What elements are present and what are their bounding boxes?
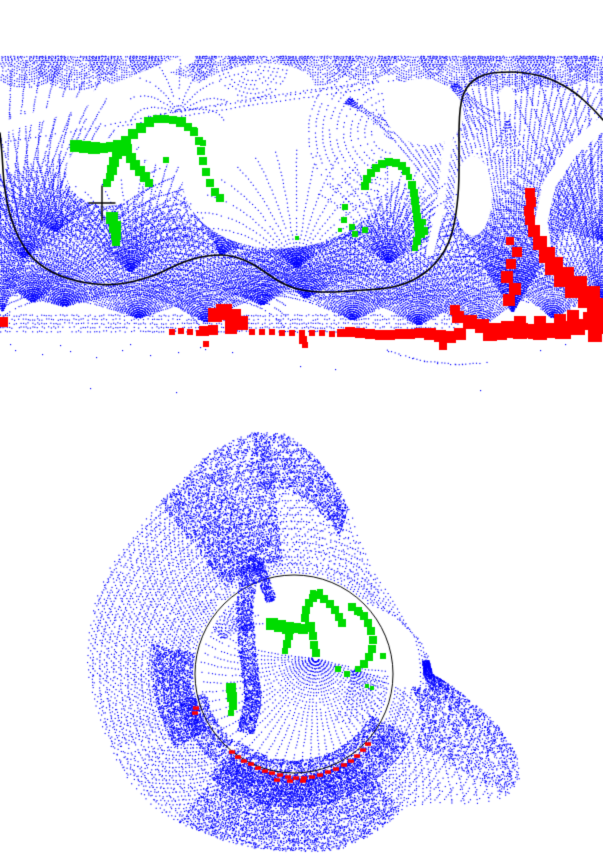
- synoptic-map-panel: [0, 0, 603, 400]
- sphere-3d-panel: [0, 400, 603, 853]
